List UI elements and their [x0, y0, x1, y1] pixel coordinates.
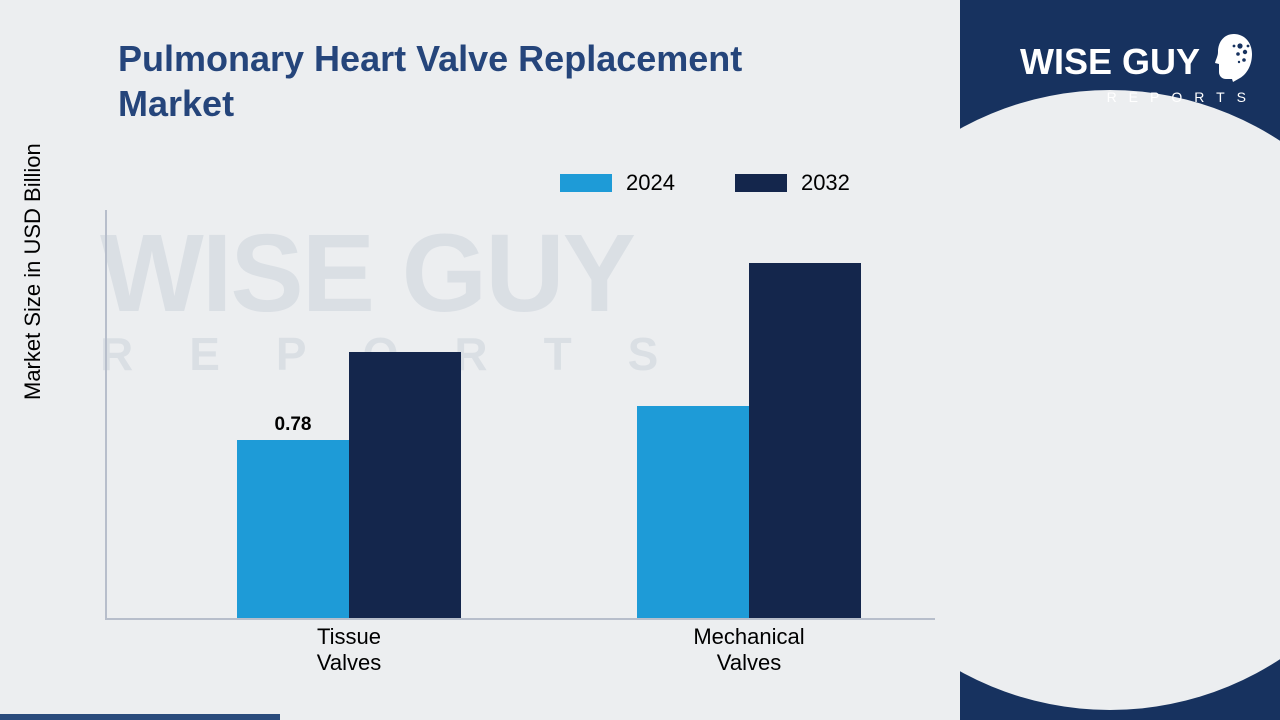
legend-item-2032: 2032 — [735, 170, 850, 196]
brand-logo-main: WISE GUY — [1020, 32, 1258, 91]
brand-logo: WISE GUY REPORTS — [1020, 32, 1258, 105]
bar-group: MechanicalValves — [637, 263, 861, 618]
bar-group: 0.78TissueValves — [237, 352, 461, 619]
x-axis-label: MechanicalValves — [669, 624, 829, 677]
brand-logo-text: WISE GUY — [1020, 41, 1200, 83]
x-axis-label: TissueValves — [269, 624, 429, 677]
legend: 2024 2032 — [560, 170, 850, 196]
page-root: WISE GUY REPORTS Pulmonary Heart Valve R… — [0, 0, 1280, 720]
bar — [749, 263, 861, 618]
bar — [637, 406, 749, 618]
bottom-accent-bar — [0, 714, 280, 720]
bar-chart: 0.78TissueValves MechanicalValves — [105, 210, 935, 620]
brand-logo-sub: REPORTS — [1020, 89, 1258, 105]
bar — [349, 352, 461, 619]
legend-label-2032: 2032 — [801, 170, 850, 196]
bar-value-label: 0.78 — [275, 414, 312, 436]
chart-title: Pulmonary Heart Valve Replacement Market — [118, 36, 858, 126]
bar: 0.78 — [237, 440, 349, 618]
legend-label-2024: 2024 — [626, 170, 675, 196]
y-axis-label: Market Size in USD Billion — [20, 143, 46, 400]
legend-swatch-2032 — [735, 174, 787, 192]
head-icon — [1210, 32, 1258, 91]
legend-item-2024: 2024 — [560, 170, 675, 196]
legend-swatch-2024 — [560, 174, 612, 192]
